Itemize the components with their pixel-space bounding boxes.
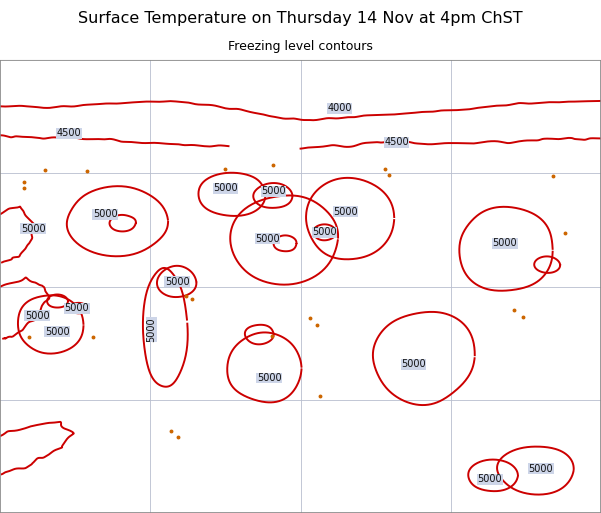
Text: 5000: 5000 — [493, 239, 517, 248]
Text: 5000: 5000 — [334, 207, 358, 217]
Text: 5000: 5000 — [213, 183, 237, 193]
Text: 4000: 4000 — [328, 104, 352, 113]
Text: 5000: 5000 — [261, 186, 285, 196]
Text: 5000: 5000 — [147, 317, 156, 342]
Text: 5000: 5000 — [21, 224, 45, 233]
Text: 5000: 5000 — [255, 234, 279, 244]
Text: 5000: 5000 — [478, 474, 502, 484]
Text: 4500: 4500 — [57, 128, 81, 139]
Text: 5000: 5000 — [529, 464, 553, 473]
Text: 5000: 5000 — [313, 227, 337, 237]
Text: 5000: 5000 — [65, 303, 89, 313]
Text: 4500: 4500 — [385, 137, 409, 147]
Text: Freezing level contours: Freezing level contours — [228, 41, 373, 53]
Text: 5000: 5000 — [45, 327, 69, 337]
Text: 5000: 5000 — [25, 311, 49, 321]
Text: Surface Temperature on Thursday 14 Nov at 4pm ChST: Surface Temperature on Thursday 14 Nov a… — [78, 10, 523, 26]
Text: 5000: 5000 — [93, 209, 117, 219]
Text: 5000: 5000 — [257, 373, 281, 383]
Text: 5000: 5000 — [165, 277, 189, 287]
Text: 5000: 5000 — [401, 360, 426, 369]
